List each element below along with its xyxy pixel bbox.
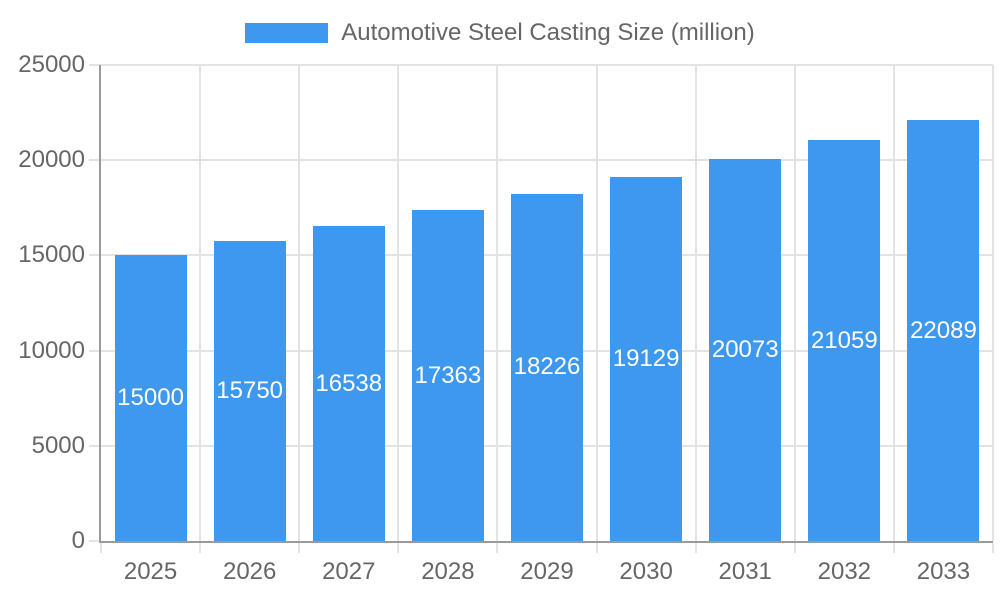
bar-value-label: 18226 [513,353,581,381]
x-tick [397,543,400,553]
x-tick-label-2026: 2026 [222,558,277,585]
x-tick-label-2025: 2025 [123,558,178,585]
bar-value-label: 15750 [216,377,284,405]
legend-label: Automotive Steel Casting Size (million) [341,19,755,46]
y-tick-label: 5000 [31,431,85,459]
bar-2032[interactable]: 21059 [808,140,881,541]
bar-2026[interactable]: 15750 [213,241,286,541]
x-tick [992,543,994,553]
bar-2027[interactable]: 16538 [312,226,385,541]
v-gridline [694,65,697,541]
x-axis-line [99,541,993,543]
x-tick [694,543,697,553]
bar-2033[interactable]: 22089 [907,120,980,541]
x-tick [298,543,301,553]
v-gridline [892,65,895,541]
bar-value-label: 19129 [612,344,680,372]
bar-2029[interactable]: 18226 [511,193,583,541]
x-tick [892,543,895,553]
y-tick [89,159,101,162]
bar-value-label: 17363 [414,361,482,389]
v-gridline [397,65,400,541]
v-gridline [793,65,796,541]
bar-value-label: 20073 [711,335,779,363]
y-tick-label: 15000 [18,241,85,269]
x-tick-label-2028: 2028 [421,558,475,585]
h-gridline [101,159,993,162]
x-tick-label-2029: 2029 [520,558,574,585]
v-gridline [496,65,499,541]
x-tick [496,543,499,553]
y-tick [89,349,101,352]
v-gridline [199,65,202,541]
x-tick [793,543,796,553]
x-tick-label-2032: 2032 [817,558,872,585]
y-tick-label: 10000 [18,336,85,364]
y-tick-label: 20000 [18,146,85,174]
v-gridline [992,65,994,541]
bar-2028[interactable]: 17363 [411,210,484,541]
bar-2031[interactable]: 20073 [709,158,782,541]
bar-value-label: 21059 [810,326,878,354]
v-gridline [298,65,301,541]
bar-value-label: 22089 [910,316,977,344]
y-tick [89,540,101,542]
x-tick-label-2030: 2030 [619,558,673,585]
bar-value-label: 16538 [315,369,383,397]
bar-2030[interactable]: 19129 [610,176,683,541]
y-axis-line [99,65,101,543]
h-gridline [101,64,993,66]
y-tick [89,64,101,66]
bar-2025[interactable]: 15000 [114,255,187,541]
x-tick-label-2027: 2027 [322,558,376,585]
y-tick [89,444,101,447]
y-tick-label: 0 [71,527,85,554]
legend-item[interactable]: Automotive Steel Casting Size (million) [0,13,1000,53]
x-tick-label-2033: 2033 [916,558,971,585]
legend-swatch [245,23,329,43]
y-tick [89,254,101,257]
bar-value-label: 15000 [117,384,184,412]
x-tick [199,543,202,553]
y-tick-label: 25000 [18,51,85,78]
x-tick-label-2031: 2031 [718,558,772,585]
x-tick [100,543,102,553]
x-tick [595,543,598,553]
v-gridline [595,65,598,541]
